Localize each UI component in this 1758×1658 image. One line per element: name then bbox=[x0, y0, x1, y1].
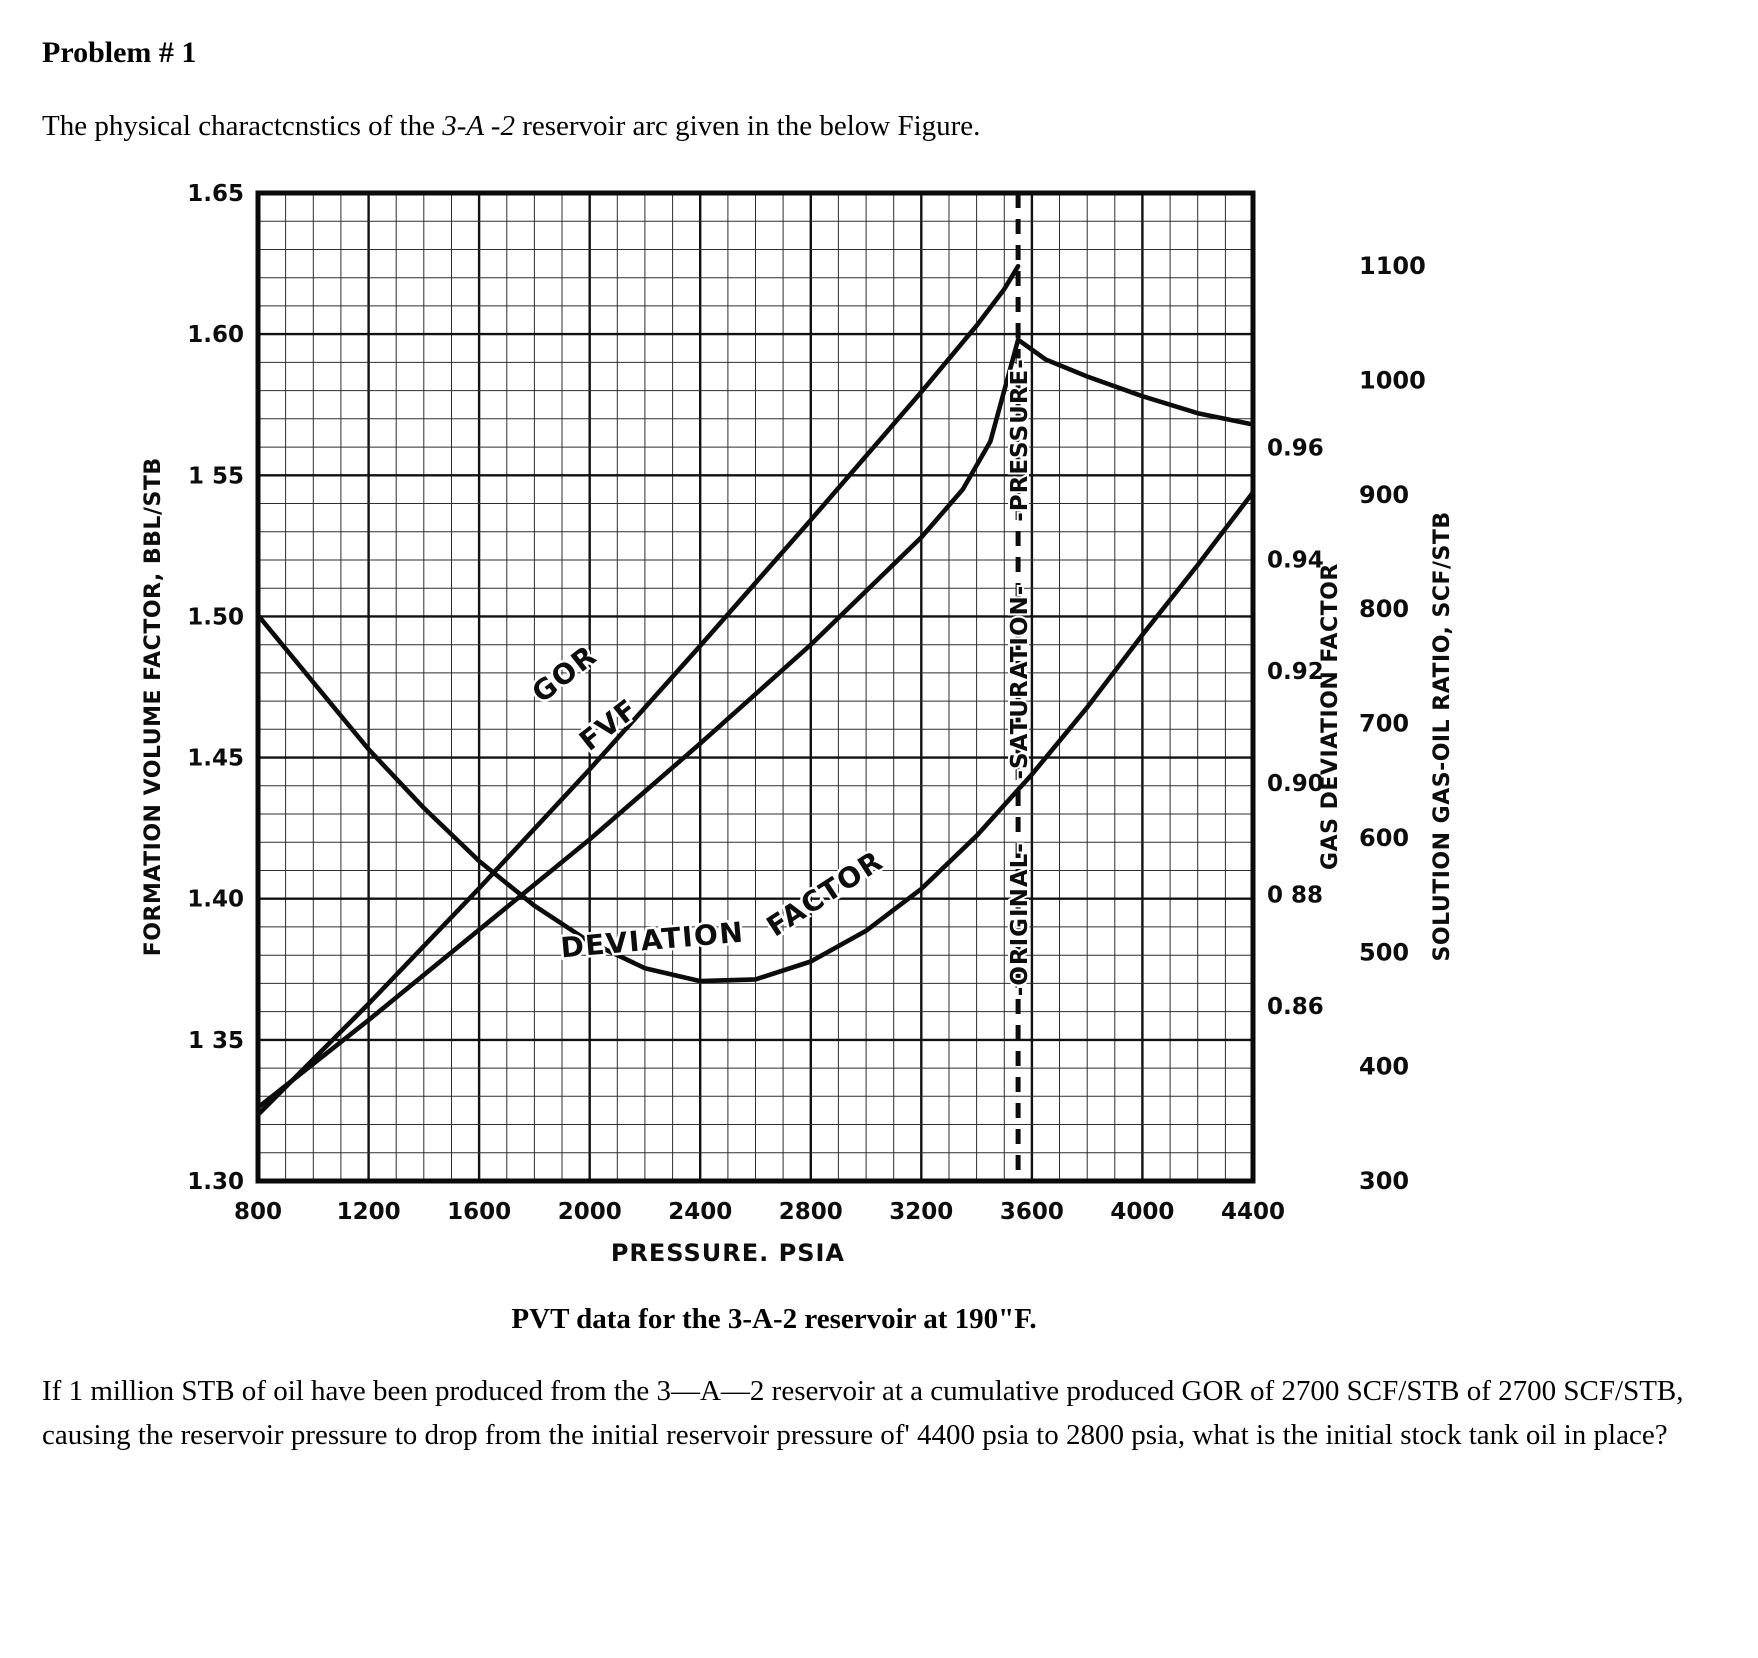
pressure-tick-label: 2000 bbox=[558, 1199, 622, 1225]
fvf-tick-label: 1.65 bbox=[187, 181, 244, 207]
pressure-tick-label: 1600 bbox=[447, 1199, 511, 1225]
deviation-tick-label: 0.90 bbox=[1267, 771, 1324, 797]
curve-fvf-above-saturation bbox=[1015, 337, 1256, 427]
deviation-tick-label: 0.92 bbox=[1267, 659, 1324, 685]
pressure-tick-label: 3600 bbox=[1000, 1199, 1064, 1225]
intro-text-before: The physical charactcnstics of the bbox=[42, 110, 443, 142]
document-page: Problem # 1 The physical charactcnstics … bbox=[42, 36, 1716, 1457]
fvf-tick-label: 1 35 bbox=[188, 1028, 244, 1054]
plot-border bbox=[255, 190, 1256, 1184]
deviation-tick-label: 0 88 bbox=[1267, 883, 1323, 909]
intro-paragraph: The physical charactcnstics of the 3-A -… bbox=[42, 110, 1716, 143]
pvt-figure: -PRESSURE- -SATURATION- -ORIGINAL- GOR FVF DE… bbox=[88, 177, 1716, 1336]
fvf-tick-label: 1.60 bbox=[187, 322, 244, 348]
gor-tick-label: 300 bbox=[1359, 1167, 1409, 1195]
gor-tick-label: 1100 bbox=[1359, 252, 1426, 280]
fvf-tick-label: 1.45 bbox=[187, 746, 244, 772]
left-axis-title: FORMATION VOLUME FACTOR, BBL/STB bbox=[141, 457, 166, 956]
gor-tick-label: 600 bbox=[1359, 824, 1409, 852]
fvf-tick-label: 1.40 bbox=[187, 887, 244, 913]
deviation-tick-label: 0.94 bbox=[1267, 547, 1324, 573]
pressure-tick-label: 4000 bbox=[1110, 1199, 1174, 1225]
curve-label-gor: GOR bbox=[526, 638, 604, 709]
curve-deviation-factor bbox=[255, 490, 1256, 984]
intro-text-after: reservoir arc given in the below Figure. bbox=[514, 110, 981, 142]
gor-tick-label: 1000 bbox=[1359, 367, 1426, 395]
pressure-tick-label: 2800 bbox=[779, 1199, 843, 1225]
gor-tick-label: 500 bbox=[1359, 938, 1409, 966]
figure-caption: PVT data for the 3-A-2 reservoir at 190"… bbox=[511, 1303, 1037, 1335]
curve-gor bbox=[255, 263, 1021, 1117]
pvt-chart-svg: -PRESSURE--SATURATION--ORIGINAL-GORFVFDE… bbox=[141, 181, 1455, 1267]
fvf-tick-label: 1.30 bbox=[187, 1169, 244, 1195]
gor-tick-label: 800 bbox=[1359, 595, 1409, 623]
deviation-tick-label: 0.96 bbox=[1267, 436, 1324, 462]
deviation-axis-title: GAS DEVIATION FACTOR bbox=[1318, 563, 1343, 870]
gor-tick-label: 700 bbox=[1359, 710, 1409, 738]
saturation-line-label: -PRESSURE- bbox=[1007, 358, 1033, 522]
problem-title: Problem # 1 bbox=[42, 36, 197, 69]
pressure-tick-label: 3200 bbox=[889, 1199, 953, 1225]
pressure-tick-label: 1200 bbox=[337, 1199, 401, 1225]
fvf-tick-label: 1.50 bbox=[187, 604, 244, 630]
curve-fvf bbox=[255, 337, 1021, 1110]
reservoir-name: 3-A -2 bbox=[442, 110, 515, 142]
saturation-line-label: -ORIGINAL- bbox=[1007, 842, 1033, 996]
x-axis-title: PRESSURE. PSIA bbox=[611, 1239, 845, 1267]
question-paragraph: If 1 million STB of oil have been produc… bbox=[42, 1375, 1684, 1451]
saturation-line-label: -SATURATION- bbox=[1007, 585, 1033, 780]
pressure-tick-label: 800 bbox=[234, 1199, 282, 1225]
gor-tick-label: 900 bbox=[1359, 481, 1409, 509]
fvf-tick-label: 1 55 bbox=[188, 463, 244, 489]
gor-tick-label: 400 bbox=[1359, 1053, 1409, 1081]
gor-axis-title: SOLUTION GAS-OIL RATIO, SCF/STB bbox=[1430, 511, 1455, 961]
pressure-tick-label: 2400 bbox=[668, 1199, 732, 1225]
curve-label-deviation: DEVIATION bbox=[559, 916, 745, 965]
pressure-tick-label: 4400 bbox=[1221, 1199, 1285, 1225]
deviation-tick-label: 0.86 bbox=[1267, 994, 1324, 1020]
